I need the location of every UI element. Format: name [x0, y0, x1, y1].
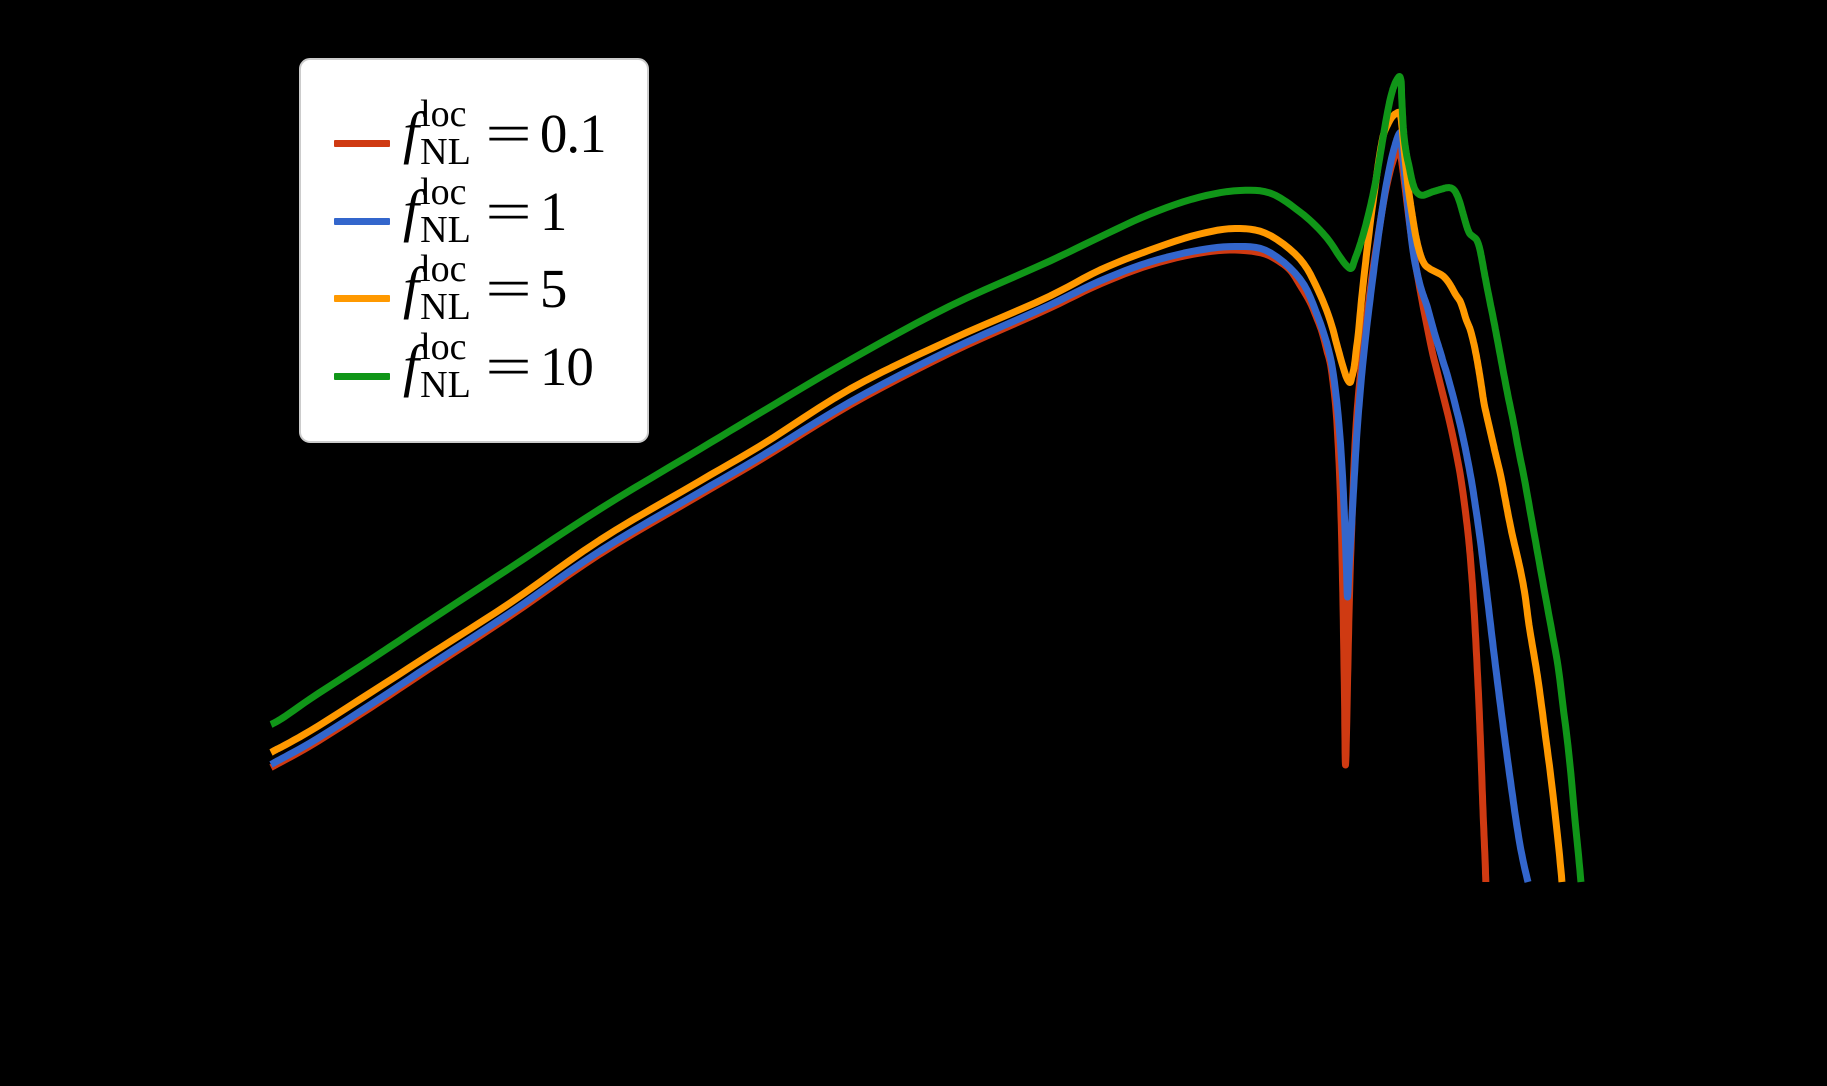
legend-label: f loc NL = 10: [403, 316, 594, 404]
math-sub: NL: [420, 286, 471, 329]
curve-fnl-loc-5: [267, 108, 1566, 884]
math-equals: =: [485, 335, 532, 397]
legend-label: f loc NL = 5: [403, 238, 567, 326]
math-equals: =: [485, 103, 532, 165]
legend-line-sample-blue: [334, 217, 390, 225]
math-sub: NL: [420, 208, 471, 251]
math-supsub: loc NL: [420, 328, 471, 404]
math-symbol-f: f: [403, 100, 420, 166]
legend-line-sample-orange: [334, 295, 390, 303]
curve-fnl-loc-1: [267, 129, 1532, 885]
math-sup: loc: [420, 325, 467, 368]
math-sub: NL: [420, 131, 471, 174]
legend-line-sample-green: [334, 372, 390, 380]
legend-value: 10: [539, 335, 594, 397]
curve-fnl-loc-10: [268, 73, 1585, 884]
math-equals: =: [485, 258, 532, 320]
math-sup: loc: [420, 170, 467, 213]
legend-box: f loc NL = 0.1 f loc NL = 1 f loc NL = 5 f loc NL = 10: [299, 58, 649, 443]
math-symbol-f: f: [403, 255, 420, 321]
math-symbol-f: f: [403, 332, 420, 398]
legend-entry-fnl-5: f loc NL = 5: [301, 250, 647, 338]
math-supsub: loc NL: [420, 95, 471, 171]
legend-value: 5: [539, 258, 567, 320]
math-sup: loc: [420, 248, 467, 291]
legend-entry-fnl-1: f loc NL = 1: [301, 173, 647, 261]
legend-entry-fnl-10: f loc NL = 10: [301, 328, 647, 416]
legend-value: 0.1: [539, 103, 607, 165]
legend-label: f loc NL = 0.1: [403, 83, 607, 171]
math-equals: =: [485, 180, 532, 242]
math-supsub: loc NL: [420, 173, 471, 249]
legend-entry-fnl-0.1: f loc NL = 0.1: [301, 95, 647, 183]
math-sub: NL: [420, 363, 471, 406]
math-symbol-f: f: [403, 177, 420, 243]
legend-line-sample-red: [334, 140, 390, 148]
math-sup: loc: [420, 93, 467, 136]
math-supsub: loc NL: [420, 250, 471, 326]
legend-label: f loc NL = 1: [403, 161, 567, 249]
legend-value: 1: [539, 180, 567, 242]
